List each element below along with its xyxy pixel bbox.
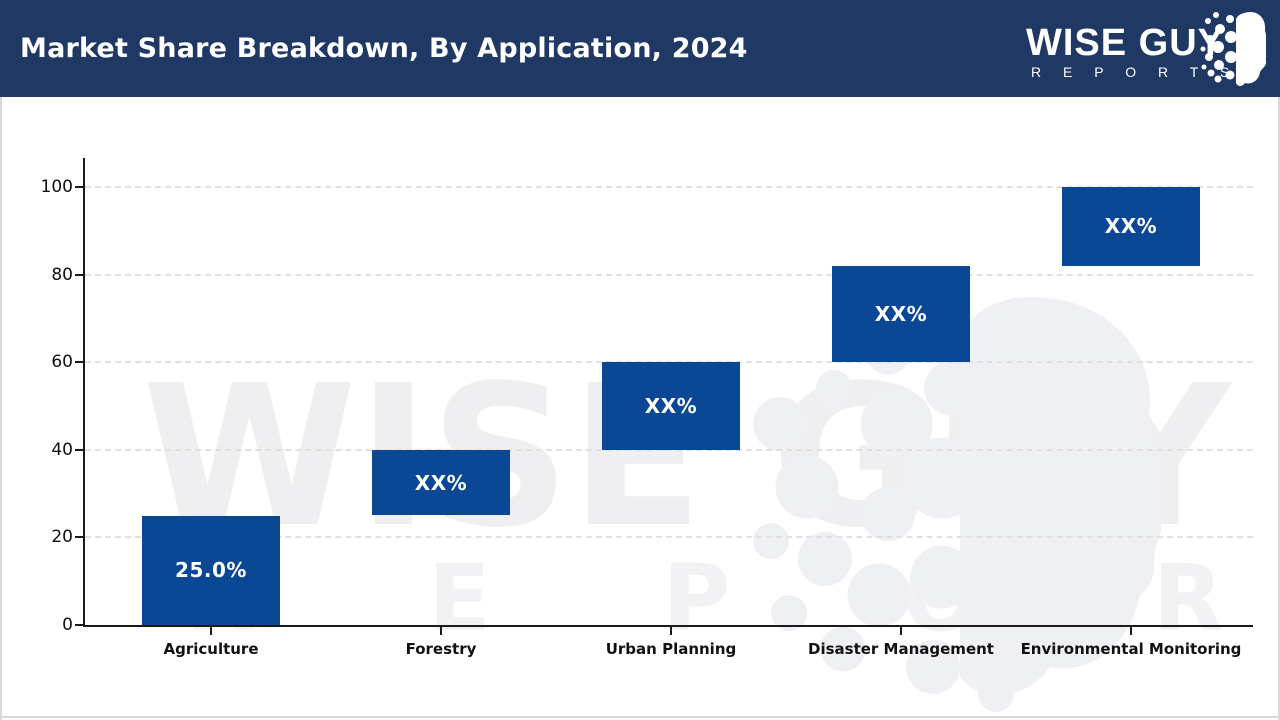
y-tick-mark	[75, 186, 83, 188]
page-title: Market Share Breakdown, By Application, …	[20, 33, 748, 64]
x-tick-mark	[900, 627, 902, 635]
y-tick-mark	[75, 624, 83, 626]
bar-value-label: XX%	[644, 393, 698, 418]
x-tick-mark	[210, 627, 212, 635]
bar-disaster-management: XX%	[832, 265, 970, 363]
y-tick-label: 100	[40, 177, 73, 197]
x-tick-mark	[670, 627, 672, 635]
y-tick-mark	[75, 536, 83, 539]
logo-graphic: WISE GUY R E P O R T S	[1026, 11, 1272, 87]
bar-value-label: XX%	[414, 470, 468, 495]
gridline	[85, 448, 1253, 451]
x-category-label: Environmental Monitoring	[1020, 640, 1242, 658]
bar-forestry: XX%	[372, 449, 510, 516]
x-category-label: Agriculture	[163, 640, 259, 658]
x-category-label: Urban Planning	[605, 640, 737, 658]
y-tick-label: 80	[51, 264, 73, 285]
bar-value-label: XX%	[1104, 214, 1158, 239]
y-tick-label: 20	[51, 527, 73, 548]
logo-subtext: R E P O R T S	[1031, 64, 1238, 80]
gridline	[85, 536, 1253, 539]
y-tick-mark	[75, 273, 83, 276]
logo-wordmark: WISE GUY	[1026, 22, 1224, 64]
bar-agriculture: 25.0%	[142, 515, 280, 625]
y-tick-label: 0	[62, 615, 73, 635]
y-tick-mark	[75, 361, 83, 364]
y-tick-mark	[75, 448, 83, 451]
x-tick-mark	[1130, 627, 1132, 635]
x-axis-line	[83, 625, 1253, 627]
border-right	[1278, 97, 1280, 720]
logo-head-icon	[1200, 11, 1272, 87]
x-tick-mark	[440, 627, 442, 635]
bar-value-label: 25.0%	[175, 558, 247, 583]
bar-value-label: XX%	[874, 302, 928, 326]
bar-environmental-monitoring: XX%	[1062, 187, 1200, 266]
header: Market Share Breakdown, By Application, …	[0, 0, 1280, 97]
bar-urban-planning: XX%	[602, 362, 740, 450]
x-category-label: Forestry	[405, 640, 477, 658]
border-left	[0, 97, 2, 720]
y-tick-label: 60	[51, 352, 73, 373]
y-axis-line	[83, 158, 85, 627]
gridline	[85, 273, 1253, 276]
y-tick-label: 40	[51, 439, 73, 460]
border-bottom	[0, 716, 1280, 718]
logo: WISE GUY R E P O R T S	[1026, 9, 1272, 89]
x-category-label: Disaster Management	[808, 640, 994, 658]
gridline	[85, 186, 1253, 188]
